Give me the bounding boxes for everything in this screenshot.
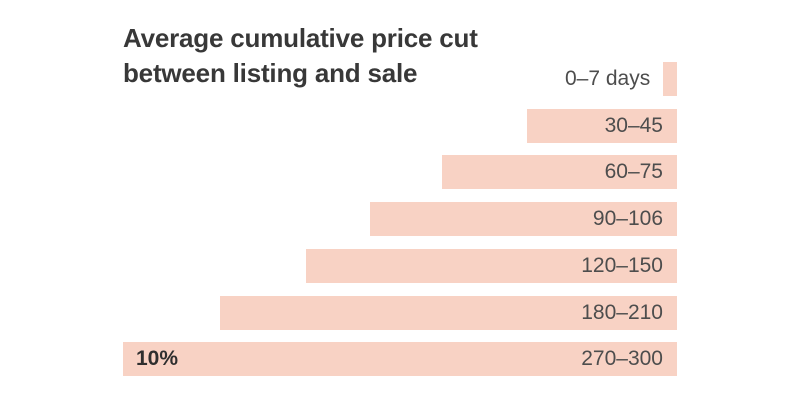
bar [663, 62, 677, 96]
bar-label: 90–106 [592, 207, 663, 231]
bar-label: 270–300 [581, 347, 663, 371]
bar-label: 120–150 [581, 253, 663, 277]
bar: 30–45 [527, 108, 677, 143]
bar-row: 180–210 [0, 295, 677, 330]
bar: 60–75 [441, 155, 677, 190]
bar-label: 0–7 days [564, 67, 651, 90]
bar: 120–150 [305, 248, 677, 283]
bar: 270–300 10% [123, 342, 677, 377]
bar-row: 0–7 days [0, 62, 677, 96]
bar-row: 60–75 [0, 155, 677, 190]
bar-row: 30–45 [0, 108, 677, 143]
bar-row: 120–150 [0, 248, 677, 283]
chart-title-line1: Average cumulative price cut [123, 23, 478, 53]
value-annotation: 10% [136, 347, 179, 371]
bar: 180–210 [219, 295, 677, 330]
bar-row: 270–300 10% [0, 342, 677, 377]
bar-label: 60–75 [604, 160, 663, 184]
bar-label: 30–45 [604, 113, 663, 137]
bar: 90–106 [369, 202, 677, 237]
bar-row: 90–106 [0, 202, 677, 237]
bar-label: 180–210 [581, 300, 663, 324]
chart-title: Average cumulative price cut between lis… [123, 21, 478, 91]
chart-title-line2: between listing and sale [123, 58, 418, 88]
